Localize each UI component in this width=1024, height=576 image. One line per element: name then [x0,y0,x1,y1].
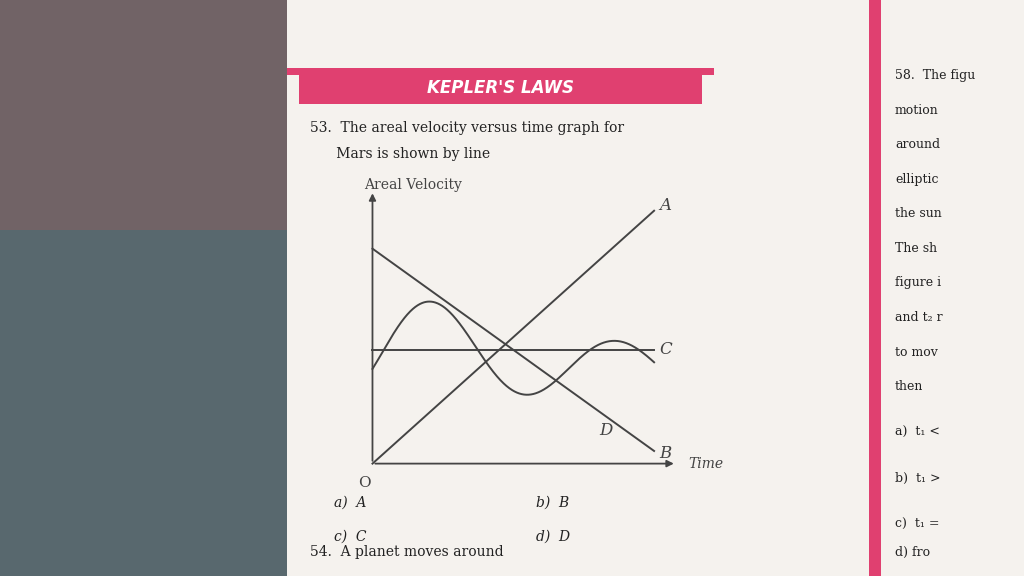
Text: the sun: the sun [895,207,942,221]
Text: B: B [659,445,672,462]
Text: C: C [659,342,673,358]
Text: Areal Velocity: Areal Velocity [365,178,462,192]
Text: around: around [895,138,940,151]
Text: and t₂ r: and t₂ r [895,311,943,324]
Text: d) fro: d) fro [895,545,930,559]
Bar [299,72,702,104]
Bar [0,0,287,230]
Text: then: then [895,380,924,393]
Text: O: O [357,476,371,490]
Text: Time: Time [688,457,723,471]
Text: A: A [659,197,672,214]
Text: 53.  The areal velocity versus time graph for: 53. The areal velocity versus time graph… [310,121,625,135]
Text: c)  C: c) C [334,530,367,544]
Text: c)  t₁ =: c) t₁ = [895,518,939,532]
Text: The sh: The sh [895,242,937,255]
Text: D: D [599,422,613,439]
Text: 58.  The figu: 58. The figu [895,69,975,82]
Text: a)  A: a) A [334,495,367,509]
Text: Mars is shown by line: Mars is shown by line [310,147,490,161]
Text: b)  t₁ >: b) t₁ > [895,472,940,486]
Text: 54.  A planet moves around: 54. A planet moves around [310,545,504,559]
Text: KEPLER'S LAWS: KEPLER'S LAWS [427,78,574,97]
Text: d)  D: d) D [537,530,570,544]
Text: figure i: figure i [895,276,941,290]
Text: a)  t₁ <: a) t₁ < [895,426,940,439]
Text: b)  B: b) B [537,495,569,509]
Bar [869,0,881,576]
Text: elliptic: elliptic [895,173,938,186]
Bar [287,68,715,75]
Text: motion: motion [895,104,939,117]
Text: to mov: to mov [895,346,938,359]
